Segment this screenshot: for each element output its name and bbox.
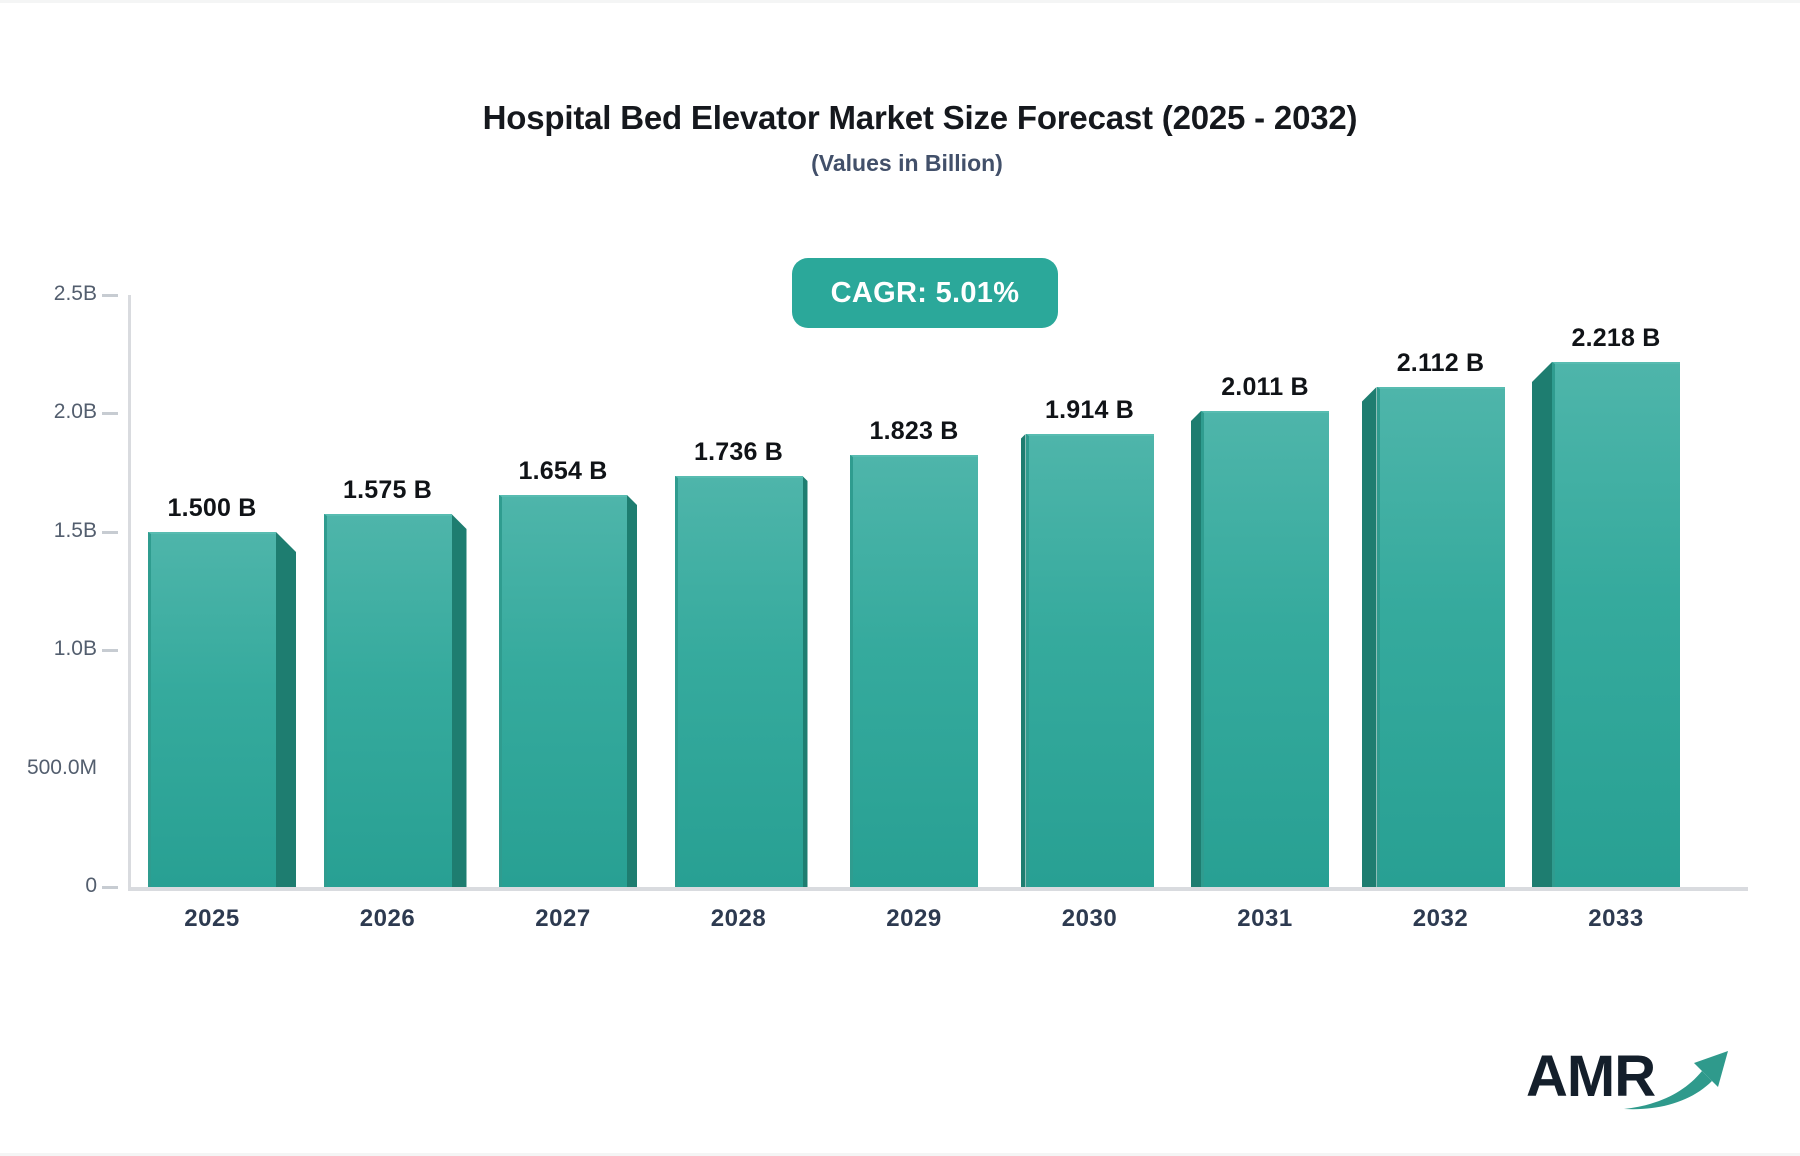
bar-side-shadow	[1532, 362, 1552, 887]
y-tick-label: 1.0B	[53, 637, 97, 661]
x-tick-label: 2026	[359, 905, 416, 932]
bar-group-2029: 1.823 B	[850, 417, 978, 887]
bar-face	[499, 495, 627, 887]
y-tick-mark	[102, 294, 118, 297]
x-tick-label: 2028	[710, 905, 767, 932]
bar-group-2028: 1.736 B	[674, 438, 808, 887]
bar-face	[1552, 362, 1680, 887]
bar-side-shadow	[627, 495, 637, 887]
bar-side-shadow	[1191, 411, 1201, 887]
bar-side-shadow	[802, 476, 808, 887]
bar-group-2025: 1.500 B	[148, 494, 296, 887]
bar-value-label: 1.736 B	[694, 438, 783, 466]
x-tick-label: 2027	[535, 905, 591, 932]
bar-value-label: 2.218 B	[1571, 324, 1661, 352]
bar-value-label: 1.575 B	[343, 476, 432, 504]
x-tick-label: 2025	[184, 905, 240, 932]
bar-face	[1201, 411, 1329, 887]
x-tick-label: 2033	[1588, 905, 1644, 932]
y-tick-mark	[102, 886, 118, 889]
chart-subtitle: (Values in Billion)	[811, 150, 1003, 176]
bar-group-2032: 2.112 B	[1361, 349, 1505, 887]
bar-face	[323, 514, 452, 887]
x-axis-line	[128, 887, 1748, 891]
bar-side-shadow	[451, 514, 467, 887]
bar-group-2033: 2.218 B	[1532, 324, 1680, 887]
bar-value-label: 1.500 B	[167, 494, 257, 522]
bar-face	[674, 476, 803, 887]
bar-group-2031: 2.011 B	[1191, 373, 1329, 887]
bar-face	[1025, 434, 1154, 887]
y-tick-label: 2.0B	[53, 400, 97, 424]
amr-logo-arrow-icon	[1624, 1051, 1728, 1110]
y-tick-label: 2.5B	[53, 282, 97, 305]
bar-group-2027: 1.654 B	[499, 457, 637, 887]
y-tick-label: 500.0M	[26, 755, 97, 779]
bar-value-label: 1.823 B	[869, 417, 959, 445]
plot-area: 2.5B 2.0B 1.5B 1.0B 500.0M 0 1.500 B 2025 1.575 …	[27, 282, 1748, 932]
y-tick-mark	[102, 530, 118, 534]
y-tick-label: 0	[85, 874, 97, 897]
x-tick-label: 2029	[886, 905, 942, 932]
bar-face	[1376, 387, 1505, 887]
x-tick-label: 2032	[1412, 905, 1469, 932]
amr-logo-text: AMR	[1526, 1044, 1656, 1109]
y-tick-label: 1.5B	[53, 518, 97, 542]
bar-group-2026: 1.575 B	[323, 476, 467, 887]
bar-side-shadow	[1361, 387, 1377, 887]
bar-face	[850, 455, 978, 887]
cagr-badge: CAGR: 5.01%	[792, 258, 1058, 328]
bar-value-label: 1.654 B	[518, 457, 608, 485]
chart-title: Hospital Bed Elevator Market Size Foreca…	[482, 99, 1358, 136]
y-tick-mark	[102, 412, 118, 416]
y-axis-line	[128, 295, 131, 891]
x-tick-label: 2031	[1237, 905, 1293, 932]
bar-face	[148, 532, 276, 887]
bar-value-label: 2.011 B	[1221, 373, 1309, 401]
bar-side-shadow	[1020, 434, 1026, 887]
x-tick-label: 2030	[1061, 905, 1118, 932]
bar-side-shadow	[276, 532, 296, 887]
amr-logo: AMR	[1526, 1043, 1746, 1133]
y-tick-mark	[102, 649, 118, 653]
bar-value-label: 2.112 B	[1396, 349, 1485, 377]
bar-group-2030: 1.914 B	[1020, 396, 1154, 887]
bar-value-label: 1.914 B	[1045, 396, 1134, 424]
